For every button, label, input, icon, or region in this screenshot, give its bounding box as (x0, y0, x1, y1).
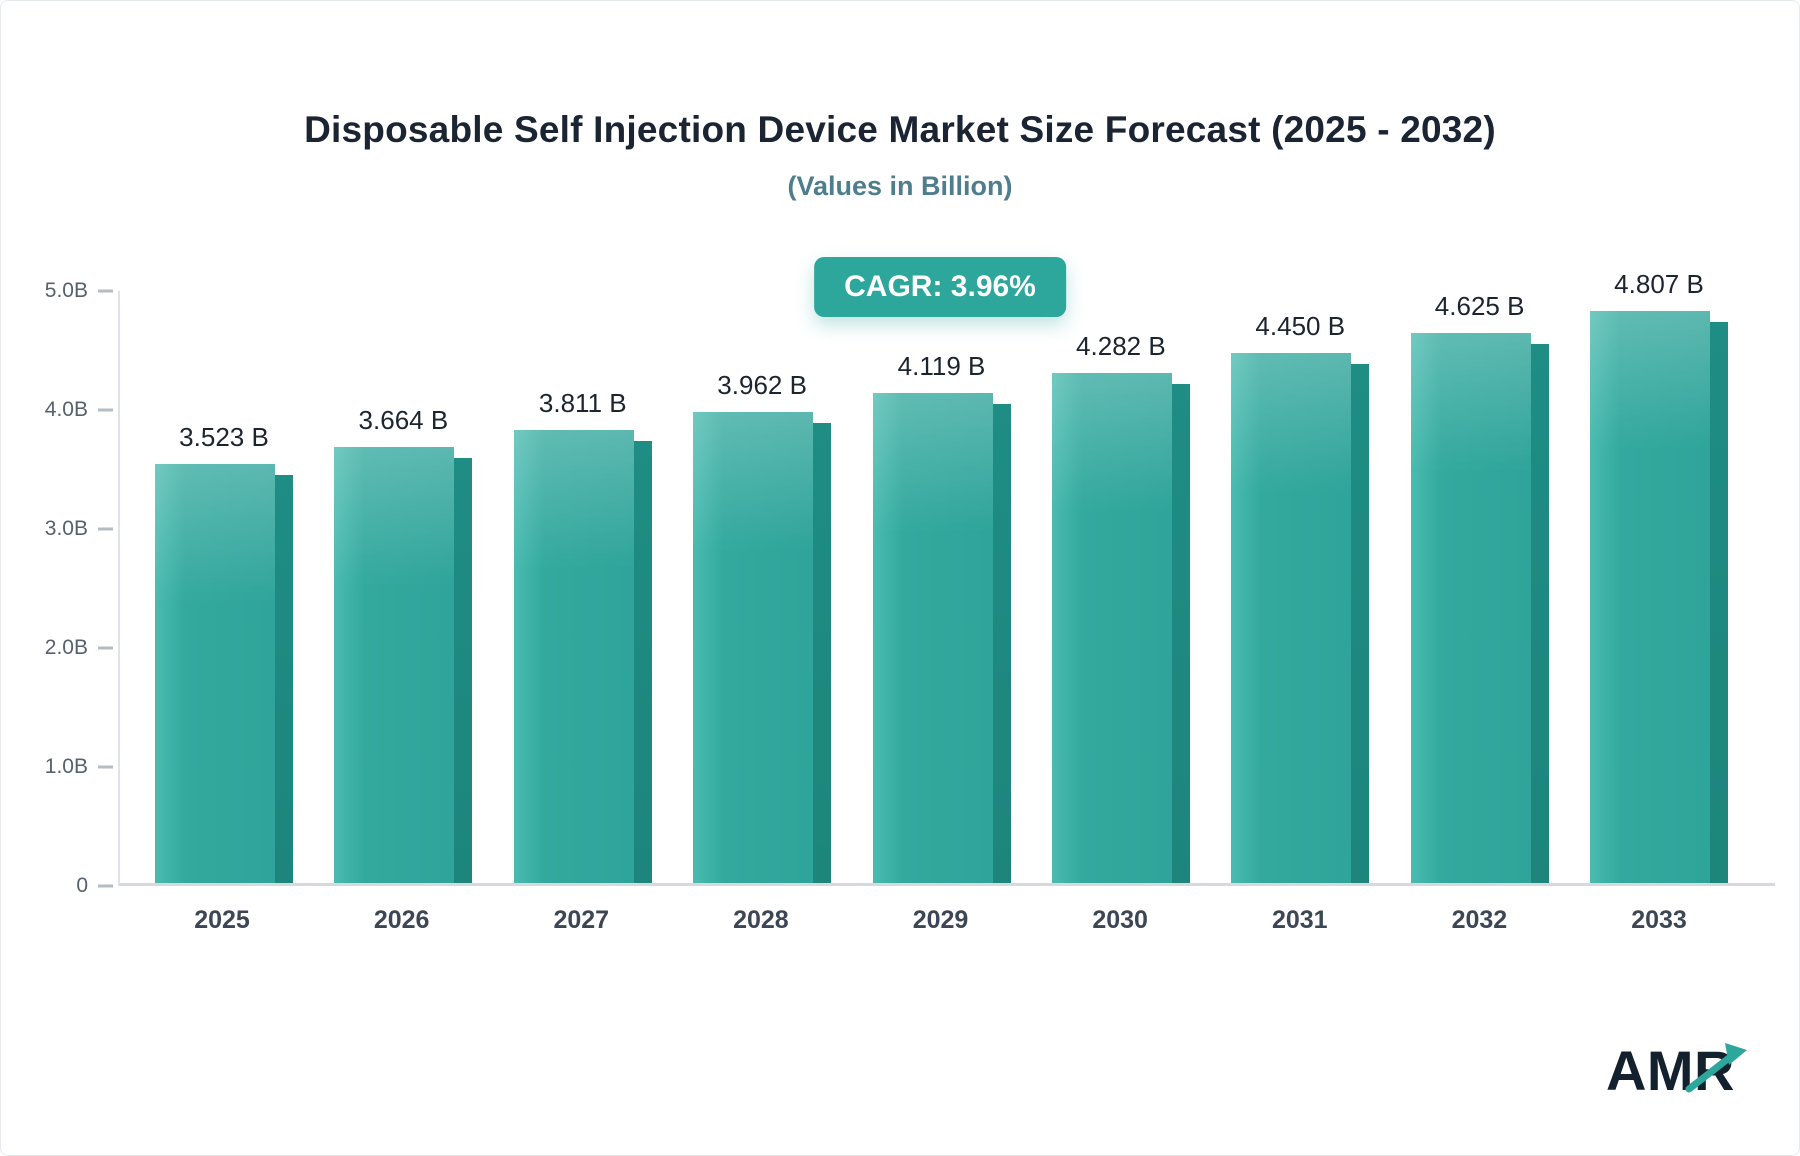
bar-side-face (454, 457, 473, 883)
x-axis-label-2028: 2028 (733, 906, 789, 934)
bar-value-label: 4.119 B (897, 350, 986, 381)
bars-group: 3.523 B 3.664 B 3.811 B 3.962 B 4.119 B 4.282… (120, 269, 1775, 883)
bar-front-face (513, 429, 634, 883)
y-axis-tick-mark (98, 289, 113, 293)
amr-logo-text: AMR (1605, 1039, 1735, 1102)
bar-value-label: 3.523 B (179, 421, 269, 452)
bar-side-face (1710, 321, 1728, 883)
bar-value-label: 3.962 B (717, 369, 807, 400)
bar-front-face (872, 392, 993, 883)
y-axis-tick-mark (98, 765, 113, 769)
y-axis-tick-label: 1.0B (44, 755, 88, 778)
bar-2027: 3.811 B (513, 388, 652, 883)
bar-front-face (155, 463, 275, 883)
bar-front-face (1590, 310, 1710, 883)
x-axis-label-2032: 2032 (1451, 906, 1508, 934)
x-axis-labels: 2025 2026 2027 2028 2029 2030 2031 2032 2033 (118, 906, 1775, 935)
bar-value-label: 4.282 B (1076, 331, 1166, 362)
y-axis-tick-label: 3.0B (44, 517, 88, 540)
chart-subtitle: (Values in Billion) (787, 171, 1013, 201)
x-axis-label-2030: 2030 (1092, 906, 1148, 934)
y-axis-tick-label: 5.0B (44, 279, 88, 302)
bar-side-face (1530, 343, 1549, 883)
bar-front-face (693, 411, 814, 883)
bar-value-label: 4.807 B (1614, 268, 1704, 299)
bar-2029: 4.119 B (872, 351, 1011, 883)
bar-side-face (1351, 364, 1370, 883)
chart-title: Disposable Self Injection Device Market … (304, 109, 1496, 150)
y-axis-tick-mark (98, 408, 113, 412)
bar-value-label: 4.625 B (1434, 290, 1525, 321)
x-axis-label-2033: 2033 (1631, 906, 1687, 934)
bar-value-label: 3.811 B (538, 387, 627, 418)
bar-side-face (992, 403, 1011, 883)
bar-2025: 3.523 B (155, 422, 293, 883)
bar-2028: 3.962 B (693, 370, 832, 883)
bar-front-face (1410, 332, 1531, 883)
bar-side-face (813, 422, 832, 883)
bar-side-face (1171, 384, 1190, 883)
bar-front-face (1051, 373, 1172, 883)
bar-2026: 3.664 B (334, 405, 473, 883)
y-axis-tick-label: 0 (76, 874, 88, 897)
bar-side-face (633, 440, 652, 883)
x-axis-label-2031: 2031 (1271, 906, 1328, 934)
x-axis-label-2027: 2027 (553, 906, 610, 934)
bar-front-face (334, 446, 455, 883)
plot-area: 0 1.0B 2.0B 3.0B 4.0B 5.0B 3.523 B 3.664 B 3.81… (45, 269, 1775, 897)
bar-2033: 4.807 B (1590, 269, 1728, 883)
x-axis-label-2029: 2029 (912, 906, 969, 934)
bar-side-face (275, 474, 293, 883)
bar-front-face (1231, 353, 1352, 883)
y-axis-tick-mark (98, 884, 113, 888)
y-axis-tick-label: 2.0B (44, 636, 88, 659)
bar-2030: 4.282 B (1051, 331, 1190, 883)
bar-value-label: 4.450 B (1255, 311, 1346, 342)
bar-2031: 4.450 B (1231, 311, 1370, 883)
bar-value-label: 3.664 B (358, 404, 449, 435)
y-axis-tick-mark (98, 646, 113, 650)
cagr-badge: CAGR: 3.96% (814, 257, 1066, 317)
amr-logo: AMR (1606, 1043, 1747, 1099)
y-axis-tick-mark (98, 527, 113, 531)
x-axis-label-2026: 2026 (373, 906, 430, 934)
y-axis-tick-label: 4.0B (44, 398, 88, 421)
bar-2032: 4.625 B (1410, 291, 1549, 883)
x-axis-label-2025: 2025 (194, 906, 250, 934)
